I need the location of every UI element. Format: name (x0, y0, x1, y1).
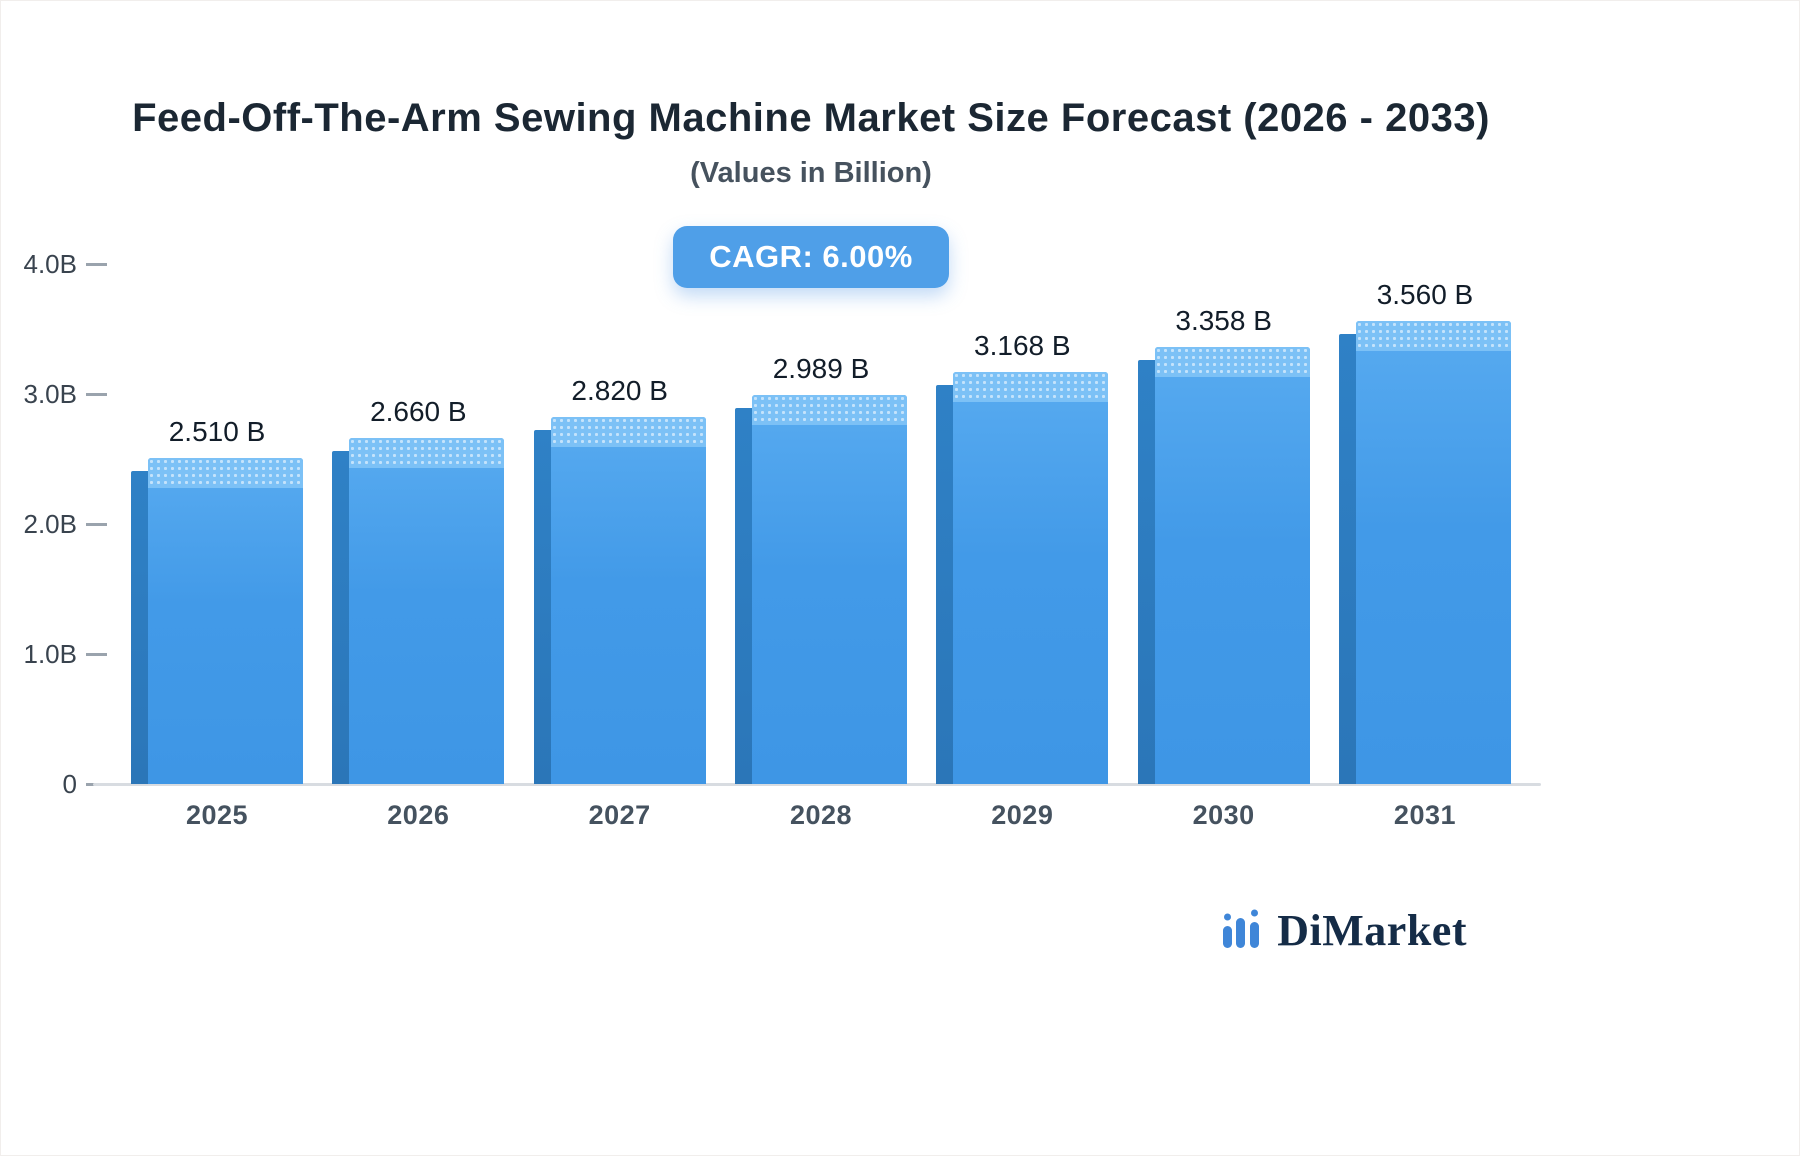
y-tick-label: 4.0B (23, 248, 78, 279)
bar-chart-icon (1217, 904, 1265, 957)
bar-chart: 4.0B 3.0B 2.0B 1.0B 0 2.510 B 2025 2.660 B 2026… (1, 248, 1621, 851)
logo-text: DiMarket (1277, 906, 1467, 955)
x-tick-label: 2030 (1192, 800, 1255, 830)
y-tick-label: 3.0B (23, 378, 78, 409)
bar-top-face (1154, 347, 1310, 378)
bar-value-label: 2.820 B (571, 375, 668, 407)
bar-column: 3.560 B 2031 (1338, 264, 1511, 830)
y-tick: 4.0B (1, 248, 107, 279)
y-tick: 0 (1, 768, 107, 799)
x-tick-label: 2031 (1393, 800, 1456, 830)
bar-column: 2.510 B 2025 (131, 264, 303, 830)
bar-column: 2.660 B 2026 (332, 264, 505, 830)
bar-front-face (1355, 321, 1511, 784)
bars-group: 2.510 B 2025 2.660 B 2026 2.820 B 2027 2.989 B… (131, 264, 1511, 830)
bar (936, 372, 1109, 784)
bar (533, 417, 706, 784)
bar-side-face (1338, 334, 1356, 784)
bar-side-face (1137, 360, 1155, 784)
bar-top-face (953, 372, 1109, 403)
bar-value-label: 3.358 B (1175, 305, 1272, 337)
bar-top-face (1355, 321, 1511, 352)
bar-front-face (550, 417, 706, 784)
bar (131, 457, 303, 784)
bar-side-face (936, 385, 954, 784)
bar-column: 3.168 B 2029 (936, 264, 1109, 830)
y-tick-label: 1.0B (23, 638, 78, 669)
bar-front-face (953, 372, 1109, 784)
x-tick-label: 2026 (387, 800, 450, 830)
y-tick: 3.0B (1, 378, 107, 409)
bar-side-face (734, 408, 752, 784)
x-tick-label: 2025 (185, 800, 249, 830)
bar-top-face (550, 417, 706, 448)
bar-front-face (349, 438, 505, 784)
x-axis-baseline (93, 783, 1541, 786)
y-tick: 1.0B (1, 638, 107, 669)
y-tick-label: 0 (62, 768, 77, 799)
bar-column: 2.820 B 2027 (533, 264, 706, 830)
bar-value-label: 3.168 B (974, 330, 1071, 362)
y-tick-mark (86, 262, 107, 266)
bar-side-face (332, 451, 350, 784)
bar-value-label: 2.510 B (168, 415, 266, 447)
bar-side-face (533, 430, 551, 784)
bar (332, 438, 505, 784)
plot-area: 2.510 B 2025 2.660 B 2026 2.820 B 2027 2.989 B… (93, 264, 1541, 830)
y-tick-mark (86, 392, 107, 396)
bar-top-face (349, 438, 505, 469)
bar-column: 2.989 B 2028 (734, 264, 907, 830)
bar-column: 3.358 B 2030 (1137, 264, 1310, 830)
bar-front-face (148, 457, 303, 784)
chart-content: Feed-Off-The-Arm Sewing Machine Market S… (1, 1, 1621, 288)
y-tick-label: 2.0B (23, 508, 78, 539)
x-tick-label: 2029 (991, 800, 1054, 830)
bar-value-label: 3.560 B (1376, 279, 1474, 311)
x-tick-label: 2027 (588, 800, 651, 830)
y-tick-mark (86, 522, 107, 526)
bar-top-face (751, 395, 907, 426)
bar-top-face (148, 457, 303, 488)
bar-side-face (131, 470, 148, 784)
dimarket-logo: DiMarket (1217, 904, 1467, 957)
y-tick-mark (86, 652, 107, 656)
bar-front-face (1154, 347, 1310, 784)
page-subtitle: (Values in Billion) (690, 157, 932, 189)
bar (1137, 347, 1310, 784)
bar (734, 395, 907, 784)
x-tick-label: 2028 (789, 800, 853, 830)
bar (1338, 321, 1511, 784)
y-tick: 2.0B (1, 508, 107, 539)
page-title: Feed-Off-The-Arm Sewing Machine Market S… (132, 96, 1490, 140)
bar-value-label: 2.660 B (370, 396, 467, 428)
cagr-badge: CAGR: 6.00% (673, 226, 949, 288)
bar-value-label: 2.989 B (772, 353, 870, 385)
bar-front-face (751, 395, 907, 784)
